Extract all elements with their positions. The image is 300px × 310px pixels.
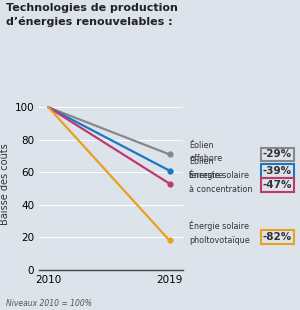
Text: à concentration: à concentration xyxy=(189,185,252,194)
Text: -47%: -47% xyxy=(263,180,292,190)
Text: -82%: -82% xyxy=(263,232,292,242)
Text: Technologies de production
d’énergies renouvelables :: Technologies de production d’énergies re… xyxy=(6,3,178,27)
Text: -29%: -29% xyxy=(263,149,292,159)
Text: Énergie solaire: Énergie solaire xyxy=(189,170,249,180)
Text: Niveaux 2010 = 100%: Niveaux 2010 = 100% xyxy=(6,299,92,308)
Text: Éolien: Éolien xyxy=(189,140,214,149)
Text: offshore: offshore xyxy=(189,154,222,163)
Text: Éolien: Éolien xyxy=(189,157,214,166)
Text: pholtovotaïque: pholtovotaïque xyxy=(189,236,250,245)
Text: terrestre: terrestre xyxy=(189,171,224,180)
Text: -39%: -39% xyxy=(263,166,292,176)
Text: Énergie solaire: Énergie solaire xyxy=(189,220,249,231)
Y-axis label: Baisse des coûts: Baisse des coûts xyxy=(0,144,10,225)
